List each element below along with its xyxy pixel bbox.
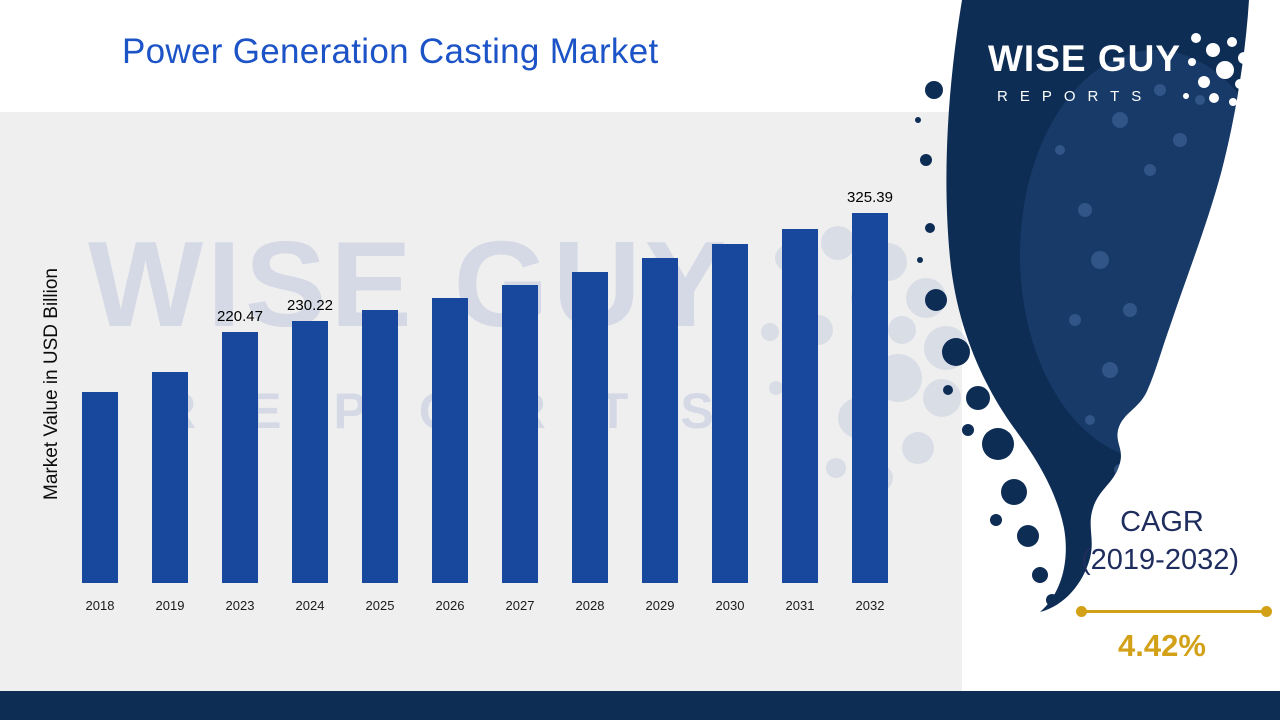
bar-2030 [712, 244, 748, 583]
y-axis-label: Market Value in USD Billion [41, 268, 62, 500]
bottom-navy-strip [0, 691, 1280, 720]
x-tick-2019: 2019 [155, 598, 185, 613]
bar-2032 [852, 213, 888, 583]
bar-value-label-2032: 325.39 [847, 189, 893, 206]
x-tick-2031: 2031 [785, 598, 815, 613]
x-tick-2026: 2026 [435, 598, 465, 613]
bar-2025 [362, 310, 398, 583]
bar-value-label-2024: 230.22 [287, 297, 333, 314]
x-tick-2023: 2023 [225, 598, 255, 613]
cagr-label: CAGR [1120, 506, 1204, 538]
cagr-underline [1076, 606, 1272, 617]
x-tick-2030: 2030 [715, 598, 745, 613]
cagr-value: 4.42% [1118, 628, 1206, 663]
watermark-text-line1: WISE GUY [88, 216, 731, 352]
logo-subtitle: REPORTS [997, 88, 1154, 105]
bar-2018 [82, 392, 118, 583]
logo-wordmark: WISE GUY [988, 38, 1182, 79]
x-tick-2025: 2025 [365, 598, 395, 613]
bar-2019 [152, 372, 188, 583]
x-tick-2024: 2024 [295, 598, 325, 613]
bar-2027 [502, 285, 538, 583]
logo-face-dots-icon [1183, 33, 1256, 106]
x-tick-2032: 2032 [855, 598, 885, 613]
x-tick-2027: 2027 [505, 598, 535, 613]
bar-2026 [432, 298, 468, 583]
page-title: Power Generation Casting Market [122, 32, 659, 71]
bar-2028 [572, 272, 608, 583]
x-tick-2029: 2029 [645, 598, 675, 613]
bar-2023 [222, 332, 258, 583]
bar-2024 [292, 321, 328, 583]
bar-2031 [782, 229, 818, 583]
cagr-range: (2019-2032) [1081, 544, 1239, 576]
bar-chart-plot: 2018 2019 2023 220.47 2024 230.22 2025 2026 2027… [82, 185, 893, 613]
face-silhouette [1020, 50, 1249, 504]
bar-2029 [642, 258, 678, 583]
x-tick-2028: 2028 [575, 598, 605, 613]
x-tick-2018: 2018 [85, 598, 115, 613]
bar-value-label-2023: 220.47 [217, 308, 263, 325]
